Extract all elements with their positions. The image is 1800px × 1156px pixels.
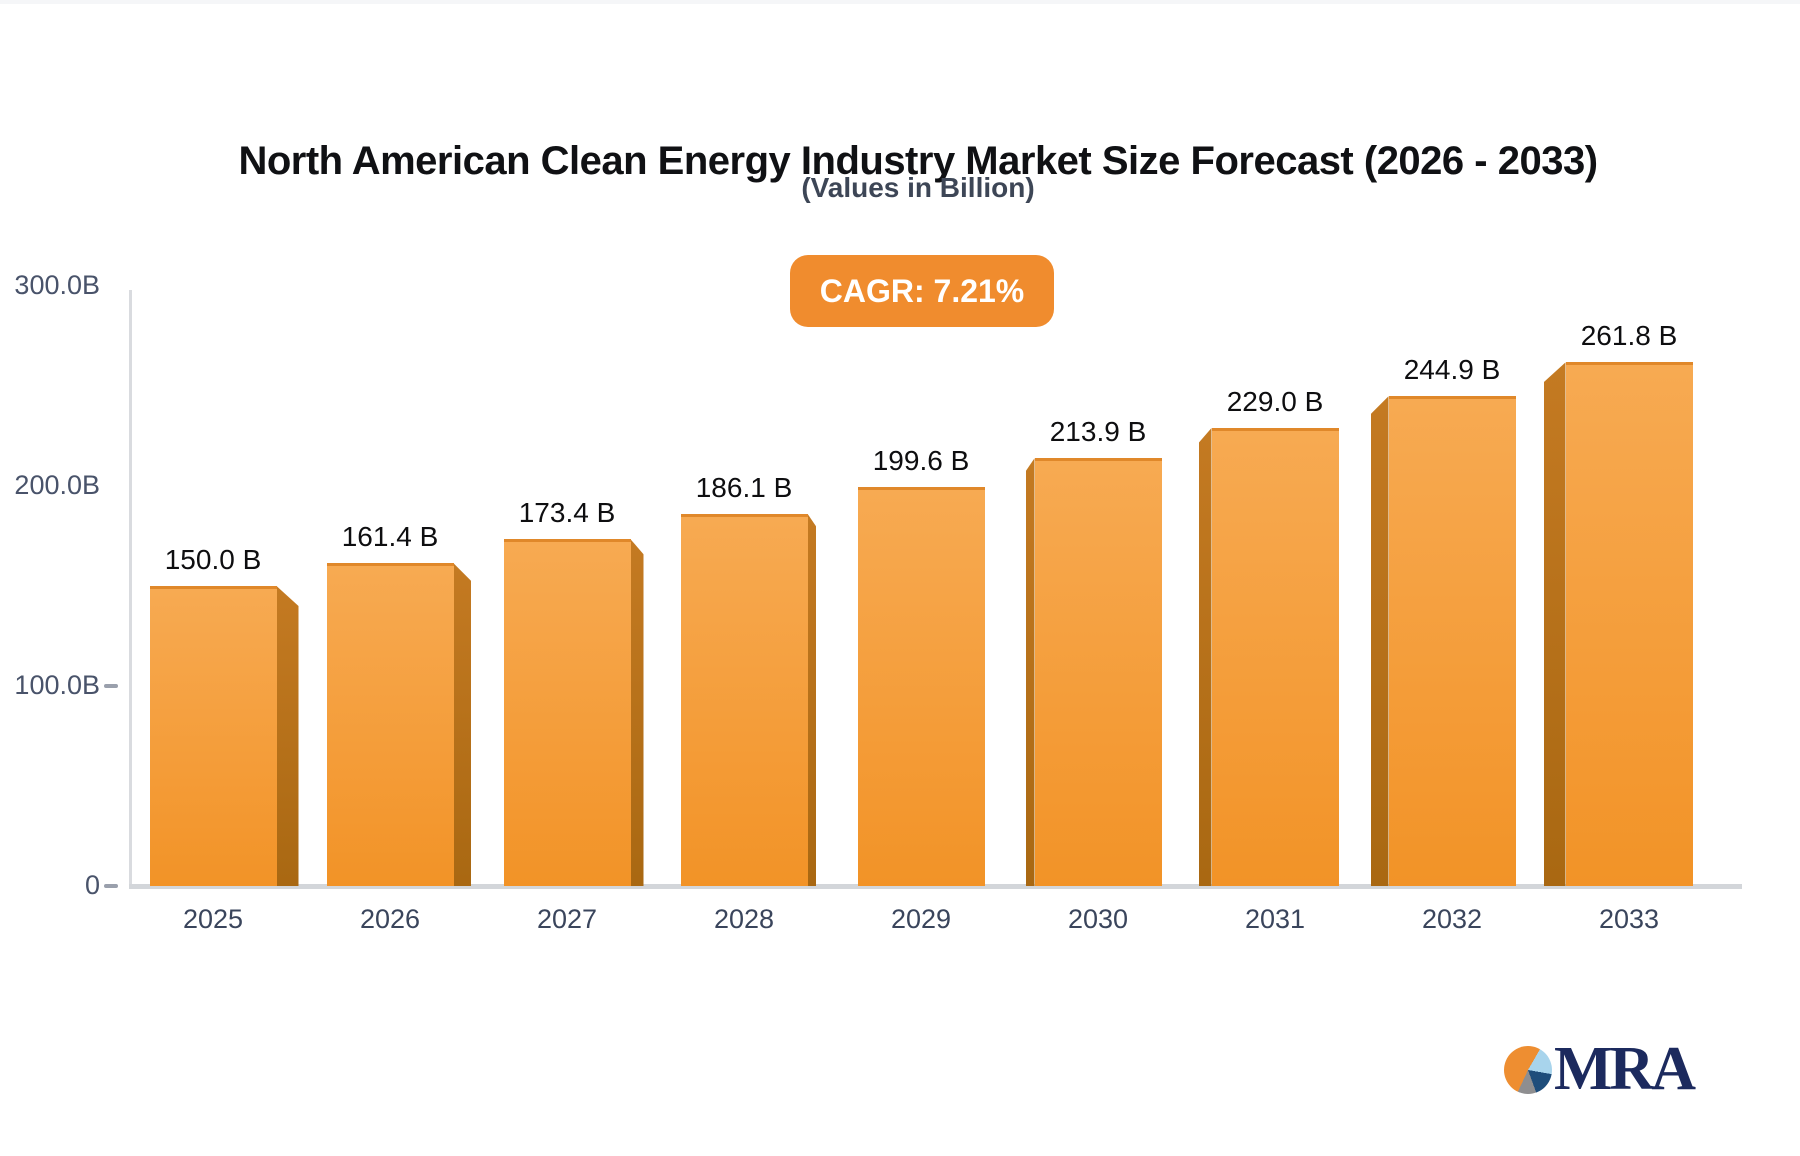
x-tick-label-2033: 2033: [1598, 904, 1660, 934]
bar-side-2032: [1371, 396, 1389, 886]
bar-side-2031: [1198, 428, 1212, 886]
bar-value-label-2027: 173.4 B: [518, 497, 616, 529]
x-tick-label-2027: 2027: [536, 904, 598, 934]
bar-side-2027: [630, 539, 644, 886]
chart-title: North American Clean Energy Industry Mar…: [238, 138, 1598, 183]
bar-2027: [503, 539, 631, 886]
bar-2028: [680, 513, 808, 886]
bar-value-label-2028: 186.1 B: [695, 471, 793, 503]
x-tick-label-2028: 2028: [713, 904, 775, 934]
top-edge-strip: [0, 0, 1800, 4]
bar-value-label-2032: 244.9 B: [1403, 354, 1501, 386]
chart-subtitle: (Values in Billion): [801, 172, 1035, 203]
x-axis-baseline: [129, 884, 1742, 889]
bar-2031: [1211, 428, 1339, 886]
bar-value-label-2030: 213.9 B: [1049, 416, 1147, 448]
x-tick-label-2026: 2026: [359, 904, 421, 934]
bar-value-label-2029: 199.6 B: [872, 444, 970, 476]
y-tick-dash-100.0B: [104, 684, 118, 688]
bar-2033: [1565, 362, 1693, 886]
bar-value-label-2025: 150.0 B: [164, 544, 262, 575]
bar-2032: [1388, 396, 1516, 886]
y-tick-dash-0: [104, 884, 118, 888]
bar-side-2026: [453, 563, 471, 886]
x-tick-label-2031: 2031: [1244, 904, 1306, 934]
x-tick-label-2025: 2025: [182, 904, 244, 934]
y-tick-label-300.0B: 300.0B: [14, 270, 100, 300]
cagr-badge-label: CAGR: 7.21%: [819, 272, 1025, 309]
bar-side-2025: [276, 586, 299, 886]
bar-2026: [326, 563, 454, 886]
cagr-badge: CAGR: 7.21%: [790, 255, 1054, 327]
y-axis-line: [129, 290, 132, 888]
x-tick-label-2032: 2032: [1421, 904, 1483, 934]
bar-2030: [1034, 458, 1162, 886]
x-tick-label-2030: 2030: [1067, 904, 1129, 934]
y-tick-label-0: 0: [84, 870, 100, 900]
y-tick-label-200.0B: 200.0B: [14, 470, 100, 500]
y-tick-label-100.0B: 100.0B: [14, 670, 100, 700]
bar-value-label-2033: 261.8 B: [1580, 320, 1678, 352]
logo-text: MRA: [1554, 1035, 1696, 1103]
bar-value-label-2031: 229.0 B: [1226, 386, 1324, 417]
x-tick-label-2029: 2029: [890, 904, 952, 934]
bar-2029: [857, 486, 985, 886]
bar-side-2033: [1543, 362, 1566, 886]
pie-chart-logo-icon: [1504, 1046, 1552, 1094]
bar-2025: [149, 586, 277, 886]
bar-side-2028: [807, 513, 816, 886]
bar-value-label-2026: 161.4 B: [341, 521, 439, 553]
bar-side-2030: [1026, 458, 1035, 886]
mra-logo: MRA: [1504, 1035, 1764, 1110]
